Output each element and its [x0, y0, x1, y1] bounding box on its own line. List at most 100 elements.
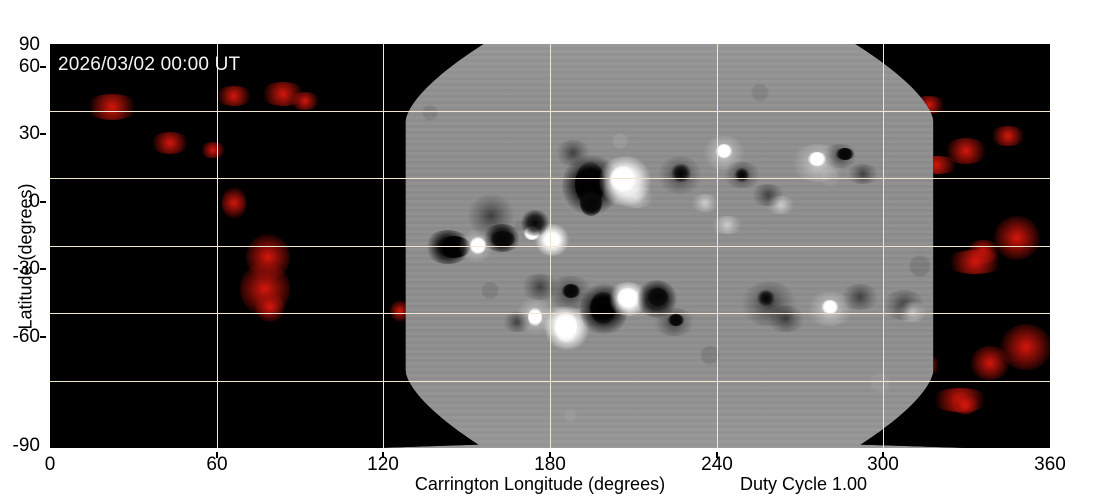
flux-region	[617, 288, 639, 308]
flux-region	[790, 144, 846, 182]
x-tick	[716, 452, 718, 458]
flux-region	[520, 274, 560, 300]
flux-region	[840, 284, 880, 310]
aged-flux-patch	[966, 240, 1000, 264]
aged-flux-patch	[970, 346, 1010, 380]
plot-area[interactable]: 2026/03/02 00:00 UT NISP	[50, 44, 1050, 448]
flux-region	[491, 231, 515, 247]
x-tick-label: 300	[867, 454, 899, 475]
flux-region	[502, 312, 532, 332]
x-tick	[216, 452, 218, 458]
flux-region	[822, 300, 838, 314]
flux-region	[575, 162, 605, 206]
x-tick	[549, 452, 551, 458]
flux-region	[616, 186, 656, 208]
flux-region	[555, 312, 577, 342]
observation-timestamp: 2026/03/02 00:00 UT	[58, 54, 241, 75]
flux-region	[555, 140, 591, 166]
duty-cycle-label: Duty Cycle 1.00	[740, 474, 868, 494]
aged-flux-patch	[255, 292, 285, 322]
flux-region	[710, 216, 744, 234]
flux-region	[740, 282, 798, 326]
flux-region	[846, 164, 880, 184]
x-tick-label: 0	[44, 454, 56, 475]
y-tick	[40, 66, 46, 68]
flux-region	[546, 276, 594, 310]
flux-region	[458, 230, 494, 262]
aged-flux-patch	[222, 186, 246, 220]
y-tick-label: -60	[12, 326, 40, 347]
aged-flux-patch	[150, 132, 190, 154]
flux-region	[543, 232, 561, 248]
flux-region	[608, 282, 648, 316]
flux-region	[668, 314, 684, 326]
aged-flux-patch	[945, 250, 1005, 274]
y-tick	[40, 268, 46, 270]
flux-region	[722, 162, 762, 188]
flux-region	[882, 290, 926, 320]
flux-region	[590, 292, 616, 324]
y-axis: 90 60 30 0 -30 -60 -90	[0, 34, 46, 456]
x-tick	[382, 452, 384, 458]
flux-region	[766, 196, 796, 214]
aged-flux-patch	[950, 396, 980, 414]
y-tick	[40, 201, 46, 203]
flux-region	[524, 226, 540, 240]
flux-region	[822, 144, 858, 168]
flux-region	[806, 292, 854, 326]
aged-flux-patch	[994, 216, 1040, 260]
flux-region	[750, 184, 786, 206]
x-tick-label: 180	[534, 454, 566, 475]
y-tick-label: 30	[18, 123, 40, 144]
flux-region	[716, 144, 732, 158]
flux-region	[544, 306, 590, 350]
x-tick	[882, 452, 884, 458]
aged-flux-patch	[246, 234, 290, 280]
x-axis-title: Carrington Longitude (degrees)	[414, 474, 666, 494]
flux-region	[648, 288, 668, 306]
aged-flux-patch	[990, 126, 1026, 146]
aged-flux-patch	[944, 138, 988, 164]
flux-region	[528, 308, 542, 326]
y-tick-label: 0	[29, 191, 40, 212]
flux-region	[580, 282, 628, 336]
aged-flux-patch	[85, 94, 139, 120]
aged-flux-patch	[240, 262, 290, 316]
flux-region	[836, 148, 854, 160]
flux-region	[598, 156, 652, 206]
x-tick-label: 60	[206, 454, 228, 475]
flux-region	[670, 164, 692, 182]
flux-region	[534, 224, 570, 256]
x-tick-label: 360	[1034, 454, 1066, 475]
flux-region	[424, 230, 472, 264]
flux-region	[690, 194, 720, 212]
flux-region	[482, 224, 522, 252]
y-tick-label: -30	[12, 258, 40, 279]
flux-region	[734, 168, 750, 182]
flux-region	[610, 166, 636, 192]
flux-region	[808, 152, 826, 166]
flux-region	[652, 308, 696, 336]
y-tick-label: 90	[18, 34, 40, 55]
y-tick-label: -90	[12, 435, 40, 456]
flux-region	[437, 236, 471, 258]
x-tick-label: 120	[367, 454, 399, 475]
flux-region	[518, 296, 552, 336]
flux-region	[562, 284, 580, 298]
flux-region	[562, 154, 620, 216]
y-tick-label: 60	[18, 56, 40, 77]
flux-region	[580, 190, 602, 216]
x-tick-label: 240	[701, 454, 733, 475]
y-axis-title: Latitude (degrees)	[15, 183, 36, 330]
y-tick	[40, 336, 46, 338]
flux-region	[756, 290, 776, 306]
aged-flux-patch	[260, 82, 306, 106]
x-axis: 0 60 120 180 240 300 360	[45, 452, 1066, 478]
flux-region	[766, 306, 806, 332]
flux-region	[470, 237, 486, 254]
aged-flux-patch	[930, 388, 990, 412]
flux-region	[520, 210, 550, 236]
flux-region	[636, 280, 678, 318]
flux-region	[468, 194, 514, 238]
